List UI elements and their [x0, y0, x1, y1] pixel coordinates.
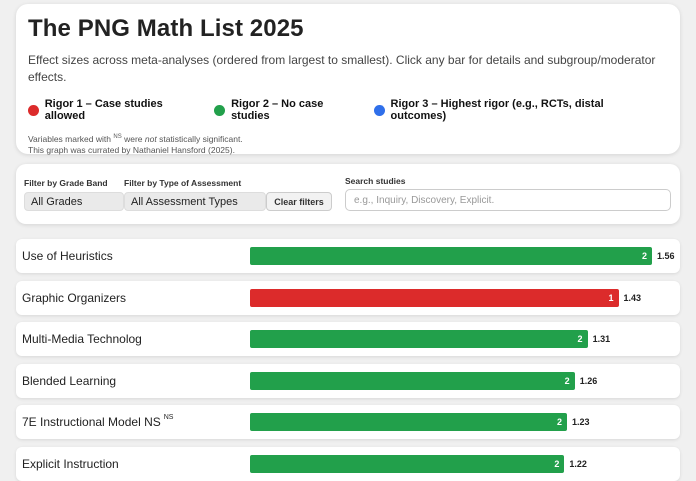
rigor-level-label: 2 [641, 251, 647, 261]
effect-size-value: 1.43 [623, 292, 642, 303]
effect-size-value: 1.56 [657, 251, 675, 261]
chart-row[interactable]: 7E Instructional Model NS NS 2 1.23 [16, 405, 680, 439]
chart-row[interactable]: Explicit Instruction 2 1.22 [16, 446, 680, 481]
effect-size-bar[interactable]: 2 [250, 330, 588, 348]
rigor-level-label: 2 [564, 375, 570, 386]
search-input[interactable]: e.g., Inquiry, Discovery, Explicit. [345, 189, 671, 211]
grade-filter-label: Filter by Grade Band [24, 178, 108, 188]
rigor-level-label: 1 [608, 292, 614, 303]
row-label: Multi-Media Technolog [22, 322, 142, 356]
rigor-level-label: 2 [554, 458, 560, 469]
row-label-text: 7E Instructional Model NS [22, 415, 161, 429]
page-subtitle: Effect sizes across meta-analyses (order… [28, 53, 656, 84]
ns-superscript: NS [163, 414, 174, 421]
chart-row[interactable]: Blended Learning 2 1.26 [16, 363, 680, 398]
row-label-text: Multi-Media Technolog [22, 332, 142, 346]
note-text: Variables marked with [28, 133, 111, 144]
effect-size-bar[interactable]: 2 [250, 454, 565, 473]
page-title: The PNG Math List 2025 [28, 15, 304, 42]
significance-note: Variables marked with NS were not statis… [28, 132, 668, 156]
effect-size-value: 1.23 [571, 417, 590, 427]
search-label: Search studies [345, 176, 406, 186]
row-label-text: Explicit Instruction [22, 456, 119, 471]
legend-label: Rigor 2 – No case studies [231, 98, 324, 122]
effect-size-value: 1.31 [592, 334, 611, 344]
effect-size-value: 1.26 [579, 375, 598, 386]
row-label: Blended Learning [22, 364, 116, 398]
legend-item-rigor-3: Rigor 3 – Highest rigor (e.g., RCTs, dis… [373, 98, 656, 122]
green-dot-icon [214, 104, 226, 116]
assessment-type-select[interactable]: All Assessment Types [124, 192, 266, 211]
filter-panel: Filter by Grade Band All Grades Filter b… [16, 164, 680, 224]
row-label-text: Graphic Organizers [22, 290, 127, 305]
row-label: 7E Instructional Model NS NS [22, 405, 173, 439]
legend-label: Rigor 1 – Case studies allowed [44, 98, 163, 122]
grade-band-select[interactable]: All Grades [24, 192, 124, 211]
row-label: Explicit Instruction [22, 447, 119, 481]
header-card: The PNG Math List 2025 Effect sizes acro… [16, 4, 680, 156]
legend-item-rigor-2: Rigor 2 – No case studies [214, 98, 361, 122]
rigor-level-label: 2 [556, 417, 562, 427]
row-label: Graphic Organizers [22, 281, 126, 315]
chart-row[interactable]: Use of Heuristics 2 1.56 [16, 239, 680, 273]
effect-size-bar[interactable]: 2 [250, 413, 567, 431]
note-text: were [124, 133, 143, 144]
effect-size-bar[interactable]: 2 [250, 247, 652, 265]
effect-size-bar[interactable]: 1 [250, 288, 619, 307]
row-label-text: Blended Learning [22, 373, 117, 388]
assessment-filter-label: Filter by Type of Assessment [124, 178, 242, 188]
clear-filters-button[interactable]: Clear filters [266, 192, 332, 211]
row-label: Use of Heuristics [22, 239, 113, 273]
effect-size-value: 1.22 [569, 458, 587, 469]
rigor-level-label: 2 [577, 334, 583, 344]
row-label-text: Use of Heuristics [22, 249, 113, 263]
chart-row[interactable]: Graphic Organizers 1 1.43 [16, 280, 680, 315]
curator-credit: This graph was currated by Nathaniel Han… [28, 144, 235, 155]
note-text: statistically significant. [159, 133, 243, 144]
red-dot-icon [28, 104, 39, 116]
note-emphasis: not [144, 133, 157, 144]
legend-label: Rigor 3 – Highest rigor (e.g., RCTs, dis… [390, 98, 604, 122]
ns-marker: NS [113, 134, 122, 140]
legend-item-rigor-1: Rigor 1 – Case studies allowed [28, 98, 202, 122]
rigor-legend: Rigor 1 – Case studies allowed Rigor 2 –… [28, 98, 668, 122]
effect-size-bar[interactable]: 2 [250, 371, 575, 390]
blue-dot-icon [373, 104, 385, 116]
chart-row[interactable]: Multi-Media Technolog 2 1.31 [16, 322, 680, 356]
